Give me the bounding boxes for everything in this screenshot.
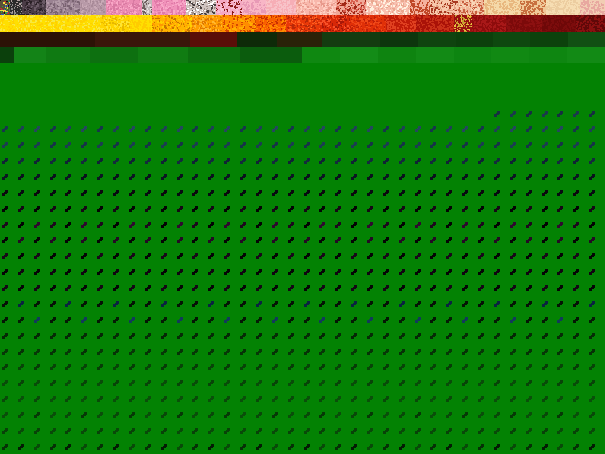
glitched-screenshot [0,0,605,454]
glitch-canvas [0,0,605,454]
